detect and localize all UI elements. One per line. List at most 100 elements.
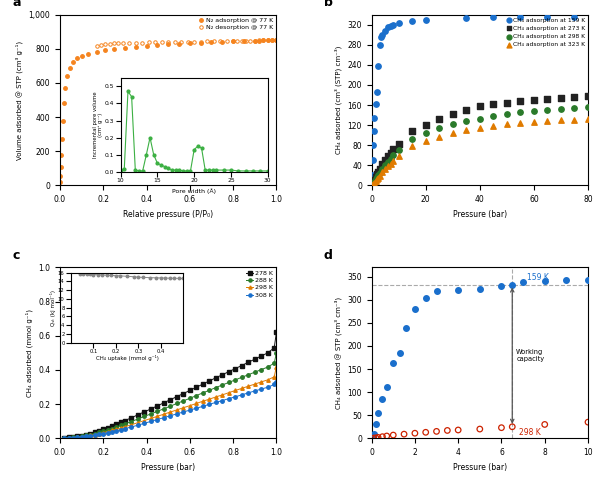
CH₄ adsorption at 273 K bbox=[515, 97, 525, 105]
278 K bbox=[78, 432, 85, 438]
288 K bbox=[154, 409, 161, 414]
CH₄ adsorption at 159 K bbox=[515, 13, 525, 21]
CH₄ adsorption at 323 K bbox=[475, 124, 485, 131]
278 K bbox=[232, 366, 239, 372]
298 K bbox=[113, 426, 120, 432]
Point bbox=[410, 305, 419, 313]
CH₄ adsorption at 323 K bbox=[569, 116, 579, 124]
Point bbox=[373, 409, 383, 417]
N₂ adsorption @ 77 K bbox=[260, 37, 267, 43]
288 K bbox=[264, 364, 271, 370]
308 K bbox=[173, 411, 181, 417]
298 K bbox=[218, 392, 226, 398]
CH₄ adsorption at 323 K bbox=[368, 181, 378, 188]
CH₄ adsorption at 298 K bbox=[372, 173, 382, 181]
CH₄ adsorption at 298 K bbox=[394, 147, 403, 154]
CH₄ adsorption at 323 K bbox=[394, 152, 403, 160]
N₂ desorption @ 77 K bbox=[223, 38, 230, 44]
X-axis label: Pressure (bar): Pressure (bar) bbox=[141, 463, 195, 471]
N₂ desorption @ 77 K bbox=[260, 37, 267, 43]
CH₄ adsorption at 159 K bbox=[394, 19, 403, 27]
288 K bbox=[251, 369, 259, 375]
Y-axis label: CH₄ adsorbed (cm³ (STP) cm⁻³): CH₄ adsorbed (cm³ (STP) cm⁻³) bbox=[334, 46, 342, 154]
N₂ adsorption @ 77 K bbox=[56, 179, 64, 185]
CH₄ adsorption at 273 K bbox=[434, 115, 444, 123]
298 K bbox=[180, 405, 187, 411]
278 K bbox=[173, 393, 181, 399]
CH₄ adsorption at 298 K bbox=[583, 103, 593, 111]
CH₄ adsorption at 273 K bbox=[556, 94, 566, 102]
CH₄ adsorption at 323 K bbox=[367, 181, 377, 189]
Y-axis label: CH₄ adsorbed (mmol g⁻¹): CH₄ adsorbed (mmol g⁻¹) bbox=[25, 309, 32, 397]
CH₄ adsorption at 298 K bbox=[375, 169, 385, 177]
298 K bbox=[232, 388, 239, 393]
CH₄ adsorption at 323 K bbox=[380, 166, 390, 173]
278 K bbox=[104, 425, 111, 431]
278 K bbox=[141, 409, 148, 415]
CH₄ adsorption at 159 K bbox=[380, 27, 390, 35]
308 K bbox=[167, 413, 174, 419]
Point bbox=[475, 285, 485, 293]
278 K bbox=[160, 400, 167, 406]
288 K bbox=[238, 375, 245, 380]
CH₄ adsorption at 273 K bbox=[407, 127, 417, 135]
Text: 159 K: 159 K bbox=[527, 273, 549, 282]
278 K bbox=[70, 434, 77, 440]
Point bbox=[377, 433, 387, 441]
Point bbox=[454, 426, 463, 434]
308 K bbox=[245, 390, 252, 396]
CH₄ adsorption at 323 K bbox=[502, 120, 512, 128]
278 K bbox=[100, 427, 107, 432]
288 K bbox=[61, 435, 68, 441]
Point bbox=[373, 433, 383, 441]
CH₄ adsorption at 159 K bbox=[367, 171, 377, 179]
278 K bbox=[128, 415, 135, 421]
Legend: 278 K, 288 K, 298 K, 308 K: 278 K, 288 K, 298 K, 308 K bbox=[246, 271, 273, 298]
CH₄ adsorption at 159 K bbox=[407, 17, 417, 24]
CH₄ adsorption at 273 K bbox=[372, 170, 382, 178]
308 K bbox=[65, 435, 72, 441]
288 K bbox=[109, 426, 116, 431]
278 K bbox=[251, 356, 259, 362]
308 K bbox=[271, 381, 278, 387]
CH₄ adsorption at 298 K bbox=[434, 124, 444, 131]
288 K bbox=[117, 423, 124, 429]
298 K bbox=[206, 396, 213, 402]
CH₄ adsorption at 273 K bbox=[569, 93, 579, 101]
CH₄ adsorption at 323 K bbox=[434, 133, 444, 141]
298 K bbox=[212, 394, 220, 400]
N₂ adsorption @ 77 K bbox=[175, 41, 182, 47]
298 K bbox=[160, 412, 167, 417]
278 K bbox=[109, 423, 116, 429]
288 K bbox=[113, 424, 120, 430]
Point bbox=[432, 428, 442, 435]
N₂ adsorption @ 77 K bbox=[273, 37, 280, 43]
288 K bbox=[257, 367, 265, 373]
N₂ adsorption @ 77 K bbox=[102, 48, 109, 54]
308 K bbox=[218, 397, 226, 403]
308 K bbox=[117, 427, 124, 432]
N₂ desorption @ 77 K bbox=[203, 38, 211, 44]
CH₄ adsorption at 273 K bbox=[502, 99, 512, 107]
N₂ desorption @ 77 K bbox=[256, 37, 263, 43]
N₂ adsorption @ 77 K bbox=[208, 39, 215, 45]
288 K bbox=[70, 434, 77, 440]
N₂ adsorption @ 77 K bbox=[154, 42, 161, 48]
298 K bbox=[147, 415, 154, 421]
Point bbox=[388, 359, 398, 367]
CH₄ adsorption at 273 K bbox=[368, 179, 378, 187]
CH₄ adsorption at 323 K bbox=[388, 157, 398, 165]
288 K bbox=[212, 385, 220, 391]
CH₄ adsorption at 298 K bbox=[421, 129, 431, 136]
CH₄ adsorption at 159 K bbox=[461, 14, 471, 22]
Line: 278 K: 278 K bbox=[62, 331, 278, 440]
278 K bbox=[74, 433, 81, 439]
288 K bbox=[100, 429, 107, 434]
278 K bbox=[225, 369, 232, 375]
Point bbox=[410, 430, 419, 437]
288 K bbox=[199, 390, 206, 396]
CH₄ adsorption at 323 K bbox=[386, 160, 395, 168]
N₂ adsorption @ 77 K bbox=[218, 39, 226, 45]
N₂ adsorption @ 77 K bbox=[251, 37, 259, 43]
N₂ desorption @ 77 K bbox=[178, 39, 185, 45]
